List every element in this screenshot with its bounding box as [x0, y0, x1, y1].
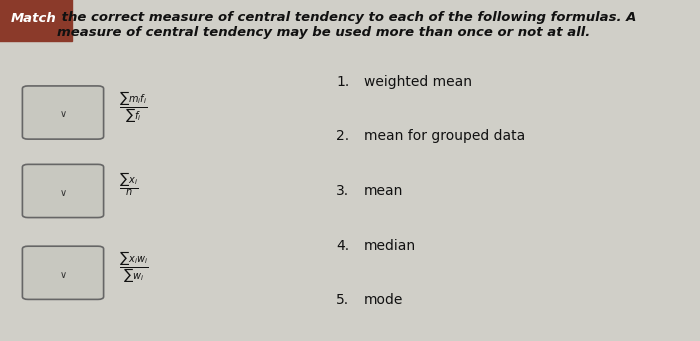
FancyBboxPatch shape [22, 164, 104, 218]
Text: 5.: 5. [336, 293, 349, 307]
Text: $\frac{\sum m_i f_i}{\sum f_i}$: $\frac{\sum m_i f_i}{\sum f_i}$ [119, 90, 148, 125]
Text: $\frac{\sum x_i w_i}{\sum w_i}$: $\frac{\sum x_i w_i}{\sum w_i}$ [119, 250, 148, 285]
Text: ∨: ∨ [60, 109, 66, 119]
Text: ∨: ∨ [60, 188, 66, 198]
Text: Match: Match [10, 12, 56, 25]
Text: 4.: 4. [336, 238, 349, 253]
Text: median: median [364, 238, 416, 253]
Text: weighted mean: weighted mean [364, 75, 472, 89]
FancyBboxPatch shape [22, 246, 104, 299]
Text: mean: mean [364, 184, 403, 198]
Text: mode: mode [364, 293, 403, 307]
FancyBboxPatch shape [22, 86, 104, 139]
Text: 3.: 3. [336, 184, 349, 198]
Text: 1.: 1. [336, 75, 349, 89]
Text: the correct measure of central tendency to each of the following formulas. A
mea: the correct measure of central tendency … [57, 11, 637, 39]
Text: mean for grouped data: mean for grouped data [364, 129, 525, 144]
Text: ∨: ∨ [60, 269, 66, 280]
Text: 2.: 2. [336, 129, 349, 144]
Text: $\frac{\sum x_i}{n}$: $\frac{\sum x_i}{n}$ [119, 172, 138, 199]
